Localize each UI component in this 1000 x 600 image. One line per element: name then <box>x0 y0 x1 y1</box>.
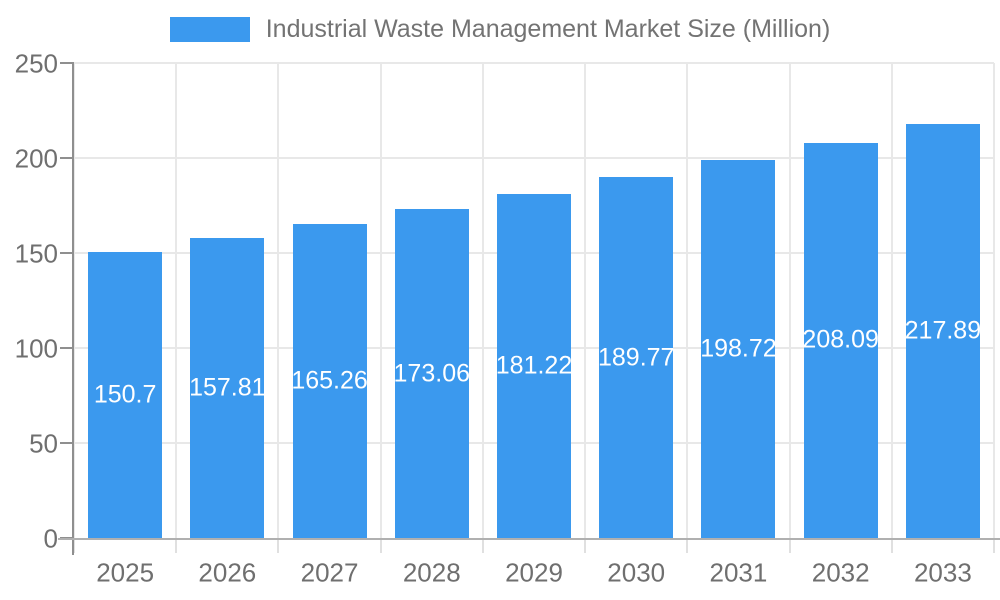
bar-value-label: 198.72 <box>700 334 777 363</box>
x-tick-label: 2030 <box>607 557 666 588</box>
x-axis-line <box>58 538 1000 540</box>
x-gridline <box>175 63 178 538</box>
y-axis-tick <box>60 442 74 444</box>
bar[interactable] <box>88 251 163 538</box>
bar[interactable] <box>394 209 469 538</box>
bar[interactable] <box>599 177 674 538</box>
bar-value-label: 157.81 <box>189 373 266 402</box>
legend-swatch-icon <box>169 17 250 42</box>
x-axis-tick <box>379 538 382 553</box>
y-tick-label: 250 <box>14 48 58 79</box>
y-axis-tick <box>60 252 74 254</box>
bar-value-label: 181.22 <box>495 351 573 380</box>
bar-value-label: 189.77 <box>597 343 675 372</box>
y-tick-label: 0 <box>43 523 58 554</box>
x-gridline <box>277 63 280 538</box>
y-tick-label: 50 <box>29 428 58 459</box>
x-tick-label: 2032 <box>811 557 870 588</box>
x-axis-tick <box>993 538 995 553</box>
y-axis-tick <box>60 62 74 64</box>
y-tick-label: 200 <box>14 143 58 174</box>
bar-value-label: 208.09 <box>802 325 879 354</box>
bar[interactable] <box>292 224 367 538</box>
bar-value-label: 165.26 <box>291 366 368 395</box>
x-gridline <box>481 63 484 538</box>
bar[interactable] <box>190 238 265 538</box>
y-tick-label: 100 <box>14 333 58 364</box>
x-tick-label: 2027 <box>300 557 359 588</box>
x-tick-label: 2026 <box>198 557 257 588</box>
x-gridline <box>993 63 995 538</box>
x-gridline <box>73 63 75 538</box>
y-tick-label: 150 <box>14 238 58 269</box>
x-tick-label: 2025 <box>96 557 155 588</box>
x-tick-label: 2028 <box>402 557 461 588</box>
y-axis-line <box>72 63 74 555</box>
bar[interactable] <box>803 142 878 538</box>
x-axis-tick <box>481 538 484 553</box>
x-axis-tick <box>277 538 280 553</box>
x-axis-tick <box>73 538 75 553</box>
bar[interactable] <box>497 193 571 538</box>
bar-value-label: 150.7 <box>93 380 157 409</box>
y-gridline <box>74 62 994 64</box>
y-axis-tick <box>60 347 74 349</box>
x-gridline <box>379 63 382 538</box>
x-tick-label: 2031 <box>709 557 768 588</box>
x-axis-tick <box>175 538 178 553</box>
x-gridline <box>686 63 689 538</box>
x-axis-tick <box>890 538 893 553</box>
x-tick-label: 2033 <box>913 557 972 588</box>
x-tick-label: 2029 <box>505 557 563 588</box>
bar-value-label: 217.89 <box>904 316 982 345</box>
bar-value-label: 173.06 <box>393 359 470 388</box>
y-axis-tick <box>60 157 74 159</box>
x-gridline <box>584 63 587 538</box>
bar[interactable] <box>701 160 776 538</box>
x-axis-tick <box>788 538 791 553</box>
y-gridline <box>74 157 994 159</box>
x-gridline <box>788 63 791 538</box>
x-axis-tick <box>686 538 689 553</box>
bar[interactable] <box>905 124 980 538</box>
x-gridline <box>890 63 893 538</box>
x-axis-tick <box>584 538 587 553</box>
legend[interactable]: Industrial Waste Management Market Size … <box>0 15 1000 44</box>
legend-label: Industrial Waste Management Market Size … <box>265 15 831 43</box>
